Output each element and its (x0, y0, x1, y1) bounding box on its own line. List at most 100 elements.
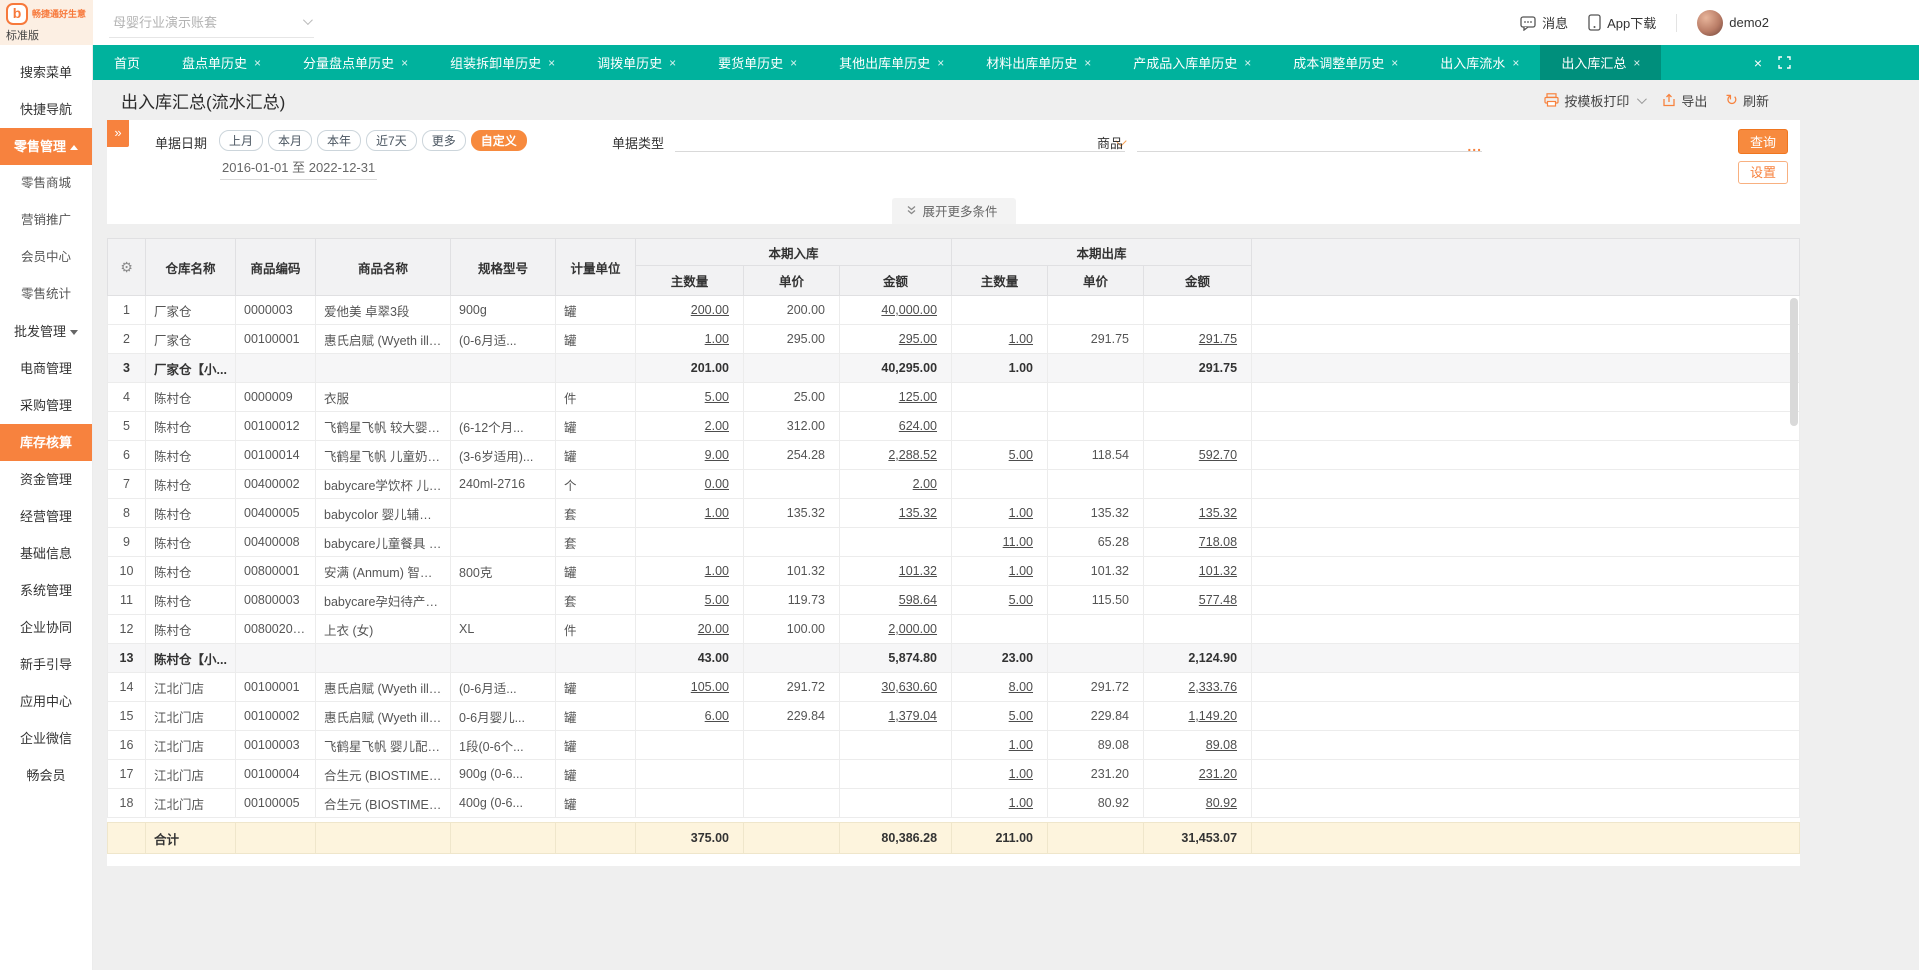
date-preset-本月[interactable]: 本月 (268, 130, 313, 151)
cell-out-amount-link[interactable]: 718.08 (1198, 535, 1238, 549)
cell-out-amount-link[interactable]: 592.70 (1198, 448, 1238, 462)
sidebar-item-搜索菜单[interactable]: 搜索菜单 (0, 54, 92, 91)
cell-in-qty-link[interactable]: 20.00 (697, 622, 729, 636)
cell-out-qty-link[interactable]: 1.00 (1008, 564, 1034, 578)
sidebar-item-零售管理[interactable]: 零售管理 (0, 128, 92, 165)
tab-close-icon[interactable]: × (1244, 55, 1252, 70)
column-settings-header[interactable]: ⚙ (107, 238, 146, 296)
tab-close-icon[interactable]: × (1084, 55, 1092, 70)
ellipsis-more-icon[interactable]: ... (1467, 138, 1482, 154)
cell-in-qty-link[interactable]: 0.00 (704, 477, 729, 491)
cell-in-amount-link[interactable]: 598.64 (898, 593, 938, 607)
cell-out-amount-link[interactable]: 231.20 (1198, 767, 1238, 781)
expand-more-conditions[interactable]: 展开更多条件 (891, 198, 1016, 224)
tab-close-icon[interactable]: × (1391, 55, 1399, 70)
tab-组装拆卸单历史[interactable]: 组装拆卸单历史 × (429, 45, 576, 80)
tab-close-icon[interactable]: × (790, 55, 798, 70)
date-preset-上月[interactable]: 上月 (219, 130, 264, 151)
cell-in-qty-link[interactable]: 5.00 (704, 593, 729, 607)
date-preset-近7天[interactable]: 近7天 (366, 130, 417, 151)
cell-in-qty-link[interactable]: 1.00 (704, 564, 729, 578)
tab-盘点单历史[interactable]: 盘点单历史 × (161, 45, 282, 80)
tab-出入库流水[interactable]: 出入库流水 × (1419, 45, 1540, 80)
tab-首页[interactable]: 首页 (93, 45, 161, 80)
cell-in-amount-link[interactable]: 624.00 (898, 419, 938, 433)
cell-in-amount-link[interactable]: 101.32 (898, 564, 938, 578)
cell-out-amount-link[interactable]: 1,149.20 (1188, 709, 1238, 723)
search-button[interactable]: 查询 (1738, 129, 1788, 154)
tab-其他出库单历史[interactable]: 其他出库单历史 × (818, 45, 965, 80)
tab-分量盘点单历史[interactable]: 分量盘点单历史 × (282, 45, 429, 80)
sidebar-item-企业微信[interactable]: 企业微信 (0, 720, 92, 757)
cell-out-amount-link[interactable]: 101.32 (1198, 564, 1238, 578)
cell-in-amount-link[interactable]: 295.00 (898, 332, 938, 346)
tab-close-icon[interactable]: × (254, 55, 262, 70)
cell-out-qty-link[interactable]: 5.00 (1008, 448, 1034, 462)
sidebar-item-电商管理[interactable]: 电商管理 (0, 350, 92, 387)
cell-out-qty-link[interactable]: 1.00 (1008, 332, 1034, 346)
sidebar-item-采购管理[interactable]: 采购管理 (0, 387, 92, 424)
collapse-panel-button[interactable]: » (107, 120, 129, 147)
sidebar-item-基础信息[interactable]: 基础信息 (0, 535, 92, 572)
cell-out-qty-link[interactable]: 1.00 (1008, 767, 1034, 781)
tab-出入库汇总[interactable]: 出入库汇总 × (1540, 45, 1662, 80)
user-menu[interactable]: demo2 (1697, 9, 1769, 36)
cell-in-qty-link[interactable]: 5.00 (704, 390, 729, 404)
cell-in-qty-link[interactable]: 105.00 (690, 680, 729, 694)
cell-in-amount-link[interactable]: 135.32 (898, 506, 938, 520)
cell-out-amount-link[interactable]: 577.48 (1198, 593, 1238, 607)
sidebar-item-会员中心[interactable]: 会员中心 (0, 239, 92, 276)
app-download-button[interactable]: App下载 (1588, 13, 1656, 32)
cell-out-qty-link[interactable]: 5.00 (1008, 593, 1034, 607)
date-preset-本年[interactable]: 本年 (317, 130, 362, 151)
cell-out-qty-link[interactable]: 1.00 (1008, 796, 1034, 810)
cell-out-amount-link[interactable]: 80.92 (1205, 796, 1238, 810)
cell-out-qty-link[interactable]: 11.00 (1002, 535, 1034, 549)
cell-out-amount-link[interactable]: 291.75 (1198, 332, 1238, 346)
doc-type-select[interactable] (675, 128, 1127, 152)
fullscreen-icon[interactable] (1778, 56, 1791, 69)
sidebar-item-应用中心[interactable]: 应用中心 (0, 683, 92, 720)
cell-in-amount-link[interactable]: 1,379.04 (888, 709, 938, 723)
cell-out-qty-link[interactable]: 1.00 (1008, 506, 1034, 520)
refresh-button[interactable]: ↻ 刷新 (1725, 91, 1769, 110)
tab-close-icon[interactable]: × (1633, 55, 1641, 70)
date-preset-custom[interactable]: 自定义 (470, 130, 527, 151)
cell-in-qty-link[interactable]: 9.00 (704, 448, 729, 462)
sidebar-item-库存核算[interactable]: 库存核算 (0, 424, 92, 461)
sidebar-item-畅会员[interactable]: 畅会员 (0, 757, 92, 794)
tab-材料出库单历史[interactable]: 材料出库单历史 × (965, 45, 1112, 80)
gear-icon[interactable]: ⚙ (120, 258, 133, 275)
export-button[interactable]: 导出 (1662, 91, 1707, 110)
sidebar-item-批发管理[interactable]: 批发管理 (0, 313, 92, 350)
vertical-scrollbar[interactable] (1790, 298, 1798, 426)
tab-close-icon[interactable]: × (548, 55, 556, 70)
cell-in-amount-link[interactable]: 30,630.60 (881, 680, 938, 694)
cell-in-qty-link[interactable]: 200.00 (690, 303, 729, 317)
tab-close-icon[interactable]: × (937, 55, 945, 70)
cell-out-qty-link[interactable]: 5.00 (1008, 709, 1034, 723)
tab-成本调整单历史[interactable]: 成本调整单历史 × (1272, 45, 1419, 80)
tab-close-icon[interactable]: × (669, 55, 677, 70)
tab-close-icon[interactable]: × (401, 55, 409, 70)
cell-out-qty-link[interactable]: 1.00 (1008, 738, 1034, 752)
sidebar-item-系统管理[interactable]: 系统管理 (0, 572, 92, 609)
settings-button[interactable]: 设置 (1738, 161, 1788, 184)
cell-out-amount-link[interactable]: 2,333.76 (1188, 680, 1238, 694)
tab-要货单历史[interactable]: 要货单历史 × (697, 45, 818, 80)
close-all-tabs-icon[interactable]: × (1753, 54, 1762, 71)
sidebar-item-企业协同[interactable]: 企业协同 (0, 609, 92, 646)
cell-out-qty-link[interactable]: 8.00 (1008, 680, 1034, 694)
cell-in-amount-link[interactable]: 2.00 (912, 477, 938, 491)
cell-out-amount-link[interactable]: 89.08 (1205, 738, 1238, 752)
cell-in-amount-link[interactable]: 125.00 (898, 390, 938, 404)
cell-in-amount-link[interactable]: 40,000.00 (881, 303, 938, 317)
tab-调拨单历史[interactable]: 调拨单历史 × (576, 45, 697, 80)
sidebar-item-零售统计[interactable]: 零售统计 (0, 276, 92, 313)
sidebar-item-资金管理[interactable]: 资金管理 (0, 461, 92, 498)
product-select[interactable]: ... (1137, 128, 1482, 154)
cell-in-qty-link[interactable]: 6.00 (704, 709, 729, 723)
tab-close-icon[interactable]: × (1512, 55, 1520, 70)
tab-产成品入库单历史[interactable]: 产成品入库单历史 × (1112, 45, 1272, 80)
cell-in-amount-link[interactable]: 2,000.00 (888, 622, 938, 636)
